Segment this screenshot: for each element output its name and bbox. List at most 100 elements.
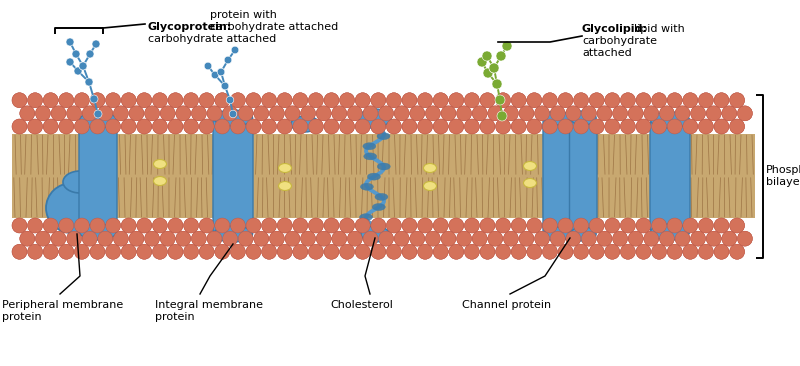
Circle shape: [426, 106, 441, 121]
Circle shape: [332, 231, 347, 246]
Circle shape: [332, 106, 347, 121]
Circle shape: [605, 244, 620, 259]
Circle shape: [106, 244, 121, 259]
Circle shape: [309, 93, 323, 108]
Circle shape: [355, 218, 370, 233]
Circle shape: [137, 119, 152, 134]
Circle shape: [496, 51, 506, 61]
Circle shape: [659, 106, 674, 121]
Circle shape: [378, 231, 394, 246]
Circle shape: [542, 244, 558, 259]
Circle shape: [558, 119, 573, 134]
Circle shape: [347, 231, 362, 246]
Circle shape: [472, 231, 487, 246]
Circle shape: [449, 244, 464, 259]
Circle shape: [597, 106, 612, 121]
Circle shape: [74, 119, 90, 134]
Circle shape: [129, 231, 144, 246]
Circle shape: [85, 78, 93, 86]
Circle shape: [168, 119, 183, 134]
Circle shape: [59, 93, 74, 108]
Circle shape: [675, 106, 690, 121]
Circle shape: [690, 106, 706, 121]
Circle shape: [278, 244, 292, 259]
Circle shape: [621, 244, 635, 259]
Circle shape: [477, 57, 487, 67]
Circle shape: [86, 50, 94, 58]
Ellipse shape: [154, 176, 166, 186]
Circle shape: [511, 218, 526, 233]
Text: lipid with: lipid with: [634, 24, 685, 34]
Circle shape: [309, 218, 323, 233]
Circle shape: [160, 231, 175, 246]
Circle shape: [199, 119, 214, 134]
Circle shape: [496, 93, 510, 108]
Circle shape: [605, 93, 620, 108]
Circle shape: [90, 119, 105, 134]
Circle shape: [464, 218, 479, 233]
Circle shape: [122, 218, 136, 233]
Circle shape: [199, 218, 214, 233]
Circle shape: [621, 119, 635, 134]
Circle shape: [66, 106, 82, 121]
Circle shape: [483, 68, 493, 78]
Circle shape: [402, 218, 417, 233]
Circle shape: [122, 244, 136, 259]
Circle shape: [98, 106, 113, 121]
Circle shape: [605, 218, 620, 233]
Circle shape: [82, 231, 98, 246]
Circle shape: [278, 93, 292, 108]
Circle shape: [527, 93, 542, 108]
Circle shape: [176, 106, 191, 121]
Circle shape: [636, 93, 651, 108]
Circle shape: [402, 218, 417, 233]
Circle shape: [683, 93, 698, 108]
Circle shape: [698, 218, 714, 233]
Circle shape: [301, 231, 316, 246]
Circle shape: [464, 119, 479, 134]
Circle shape: [527, 244, 542, 259]
Circle shape: [66, 231, 82, 246]
Circle shape: [434, 244, 448, 259]
Circle shape: [464, 244, 479, 259]
Circle shape: [418, 119, 433, 134]
Circle shape: [224, 56, 232, 64]
Circle shape: [502, 41, 512, 51]
Circle shape: [309, 93, 323, 108]
Circle shape: [66, 38, 74, 46]
Circle shape: [106, 119, 121, 134]
Circle shape: [698, 218, 714, 233]
Circle shape: [230, 244, 246, 259]
Circle shape: [293, 244, 308, 259]
Circle shape: [230, 218, 246, 233]
Circle shape: [613, 231, 628, 246]
Circle shape: [191, 231, 206, 246]
Circle shape: [667, 93, 682, 108]
Ellipse shape: [79, 112, 117, 128]
Circle shape: [644, 231, 659, 246]
Circle shape: [402, 119, 417, 134]
Circle shape: [738, 106, 753, 121]
Circle shape: [386, 119, 402, 134]
Circle shape: [706, 231, 722, 246]
Circle shape: [214, 244, 230, 259]
Circle shape: [309, 119, 323, 134]
Circle shape: [43, 119, 58, 134]
Circle shape: [27, 93, 42, 108]
Circle shape: [207, 231, 222, 246]
Circle shape: [309, 119, 323, 134]
Circle shape: [355, 119, 370, 134]
Circle shape: [386, 93, 402, 108]
Circle shape: [347, 106, 362, 121]
Circle shape: [246, 218, 261, 233]
Circle shape: [605, 244, 620, 259]
Ellipse shape: [291, 116, 319, 132]
Circle shape: [20, 231, 35, 246]
Circle shape: [238, 106, 254, 121]
Circle shape: [176, 106, 191, 121]
Circle shape: [371, 93, 386, 108]
Circle shape: [43, 119, 58, 134]
Circle shape: [589, 218, 604, 233]
Circle shape: [418, 218, 433, 233]
Circle shape: [74, 93, 90, 108]
